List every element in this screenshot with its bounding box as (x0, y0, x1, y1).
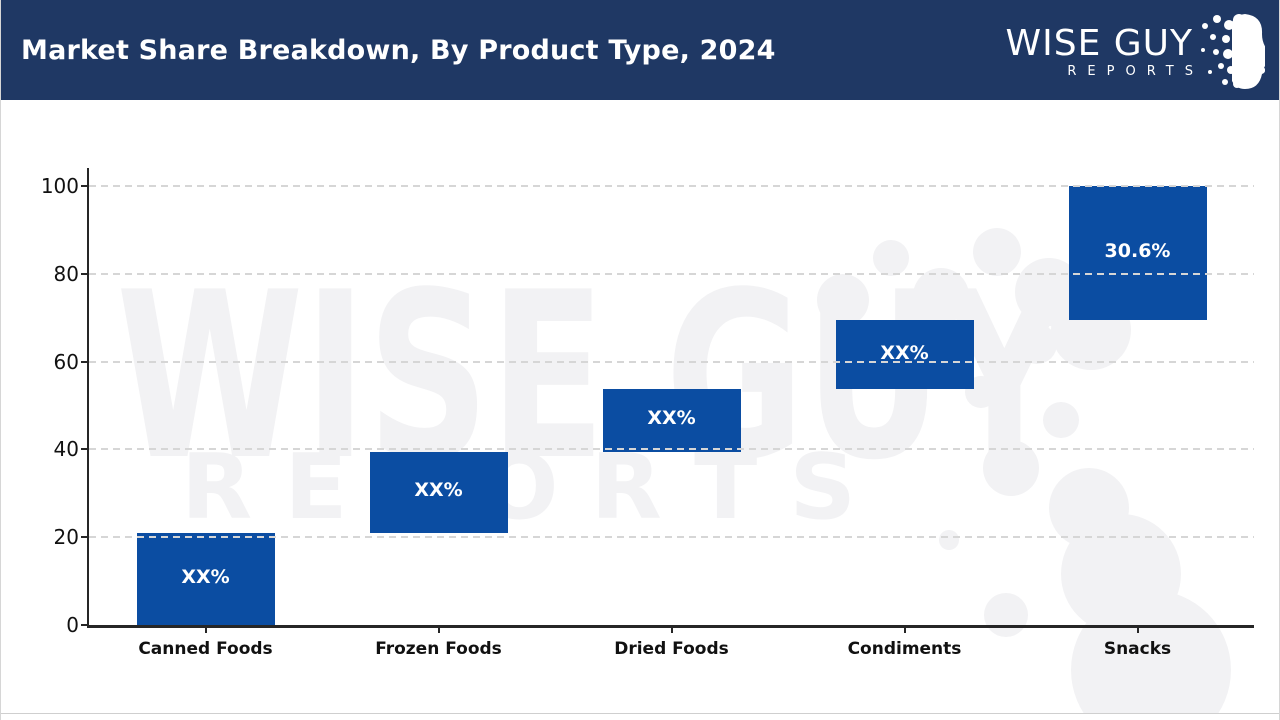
y-axis-tick-100 (81, 185, 89, 187)
wise-guy-logo: WISE GUY REPORTS (1005, 10, 1265, 94)
y-tick-label-0: 0 (66, 613, 79, 637)
gridline-40 (89, 448, 1254, 451)
x-category-label-condiments: Condiments (847, 639, 962, 659)
bottom-divider (1, 713, 1279, 714)
plot-region: 0 20 40 60 80 100 XX% Canned Foods XX% Frozen Foo… (1, 100, 1279, 713)
x-category-label-dried-foods: Dried Foods (614, 639, 729, 659)
x-axis-tick-canned-foods (204, 625, 207, 633)
logo-brand-name: WISE GUY (1005, 22, 1193, 64)
gridline-80 (89, 272, 1254, 275)
x-axis-tick-dried-foods (670, 625, 673, 633)
bar-value-label-dried-foods: XX% (647, 407, 696, 430)
face-profile-icon (1201, 14, 1265, 89)
y-axis-tick-60 (81, 360, 89, 363)
logo-brand-sub: REPORTS (1067, 64, 1204, 80)
y-tick-label-20: 20 (53, 525, 79, 550)
bar-frozen-foods (369, 451, 508, 533)
gridline-20 (89, 536, 1254, 539)
x-axis-line (87, 625, 1254, 628)
x-category-label-snacks: Snacks (1103, 639, 1172, 659)
bar-value-label-condiments: XX% (880, 341, 929, 364)
y-axis-tick-20 (81, 536, 89, 539)
bar-value-label-snacks: 30.6% (1104, 240, 1171, 263)
y-tick-label-100: 100 (40, 174, 79, 198)
chart-title: Market Share Breakdown, By Product Type,… (21, 34, 776, 66)
x-axis-tick-condiments (903, 625, 906, 633)
y-axis-line (87, 168, 89, 627)
x-axis-tick-frozen-foods (437, 625, 440, 633)
gridline-60 (89, 360, 1254, 363)
y-tick-label-60: 60 (53, 349, 79, 374)
y-tick-label-80: 80 (53, 261, 79, 286)
y-axis-tick-80 (81, 272, 89, 275)
logo-text: WISE GUY REPORTS (1005, 22, 1194, 79)
x-category-label-canned-foods: Canned Foods (138, 639, 273, 659)
bar-dried-foods (602, 389, 741, 452)
bar-value-label-canned-foods: XX% (181, 565, 230, 588)
y-tick-label-40: 40 (53, 437, 79, 462)
y-axis-tick-40 (81, 448, 89, 451)
bar-condiments (835, 320, 974, 390)
chart-area: WISE GUY R E P O R T S 0 20 40 60 80 100 XX% Ca… (1, 100, 1279, 713)
bar-canned-foods (136, 532, 275, 625)
bar-value-label-frozen-foods: XX% (414, 479, 463, 502)
header-bar: Market Share Breakdown, By Product Type,… (1, 0, 1279, 100)
x-category-label-frozen-foods: Frozen Foods (375, 639, 502, 659)
y-axis-tick-0 (81, 624, 89, 626)
gridline-100 (89, 185, 1254, 187)
